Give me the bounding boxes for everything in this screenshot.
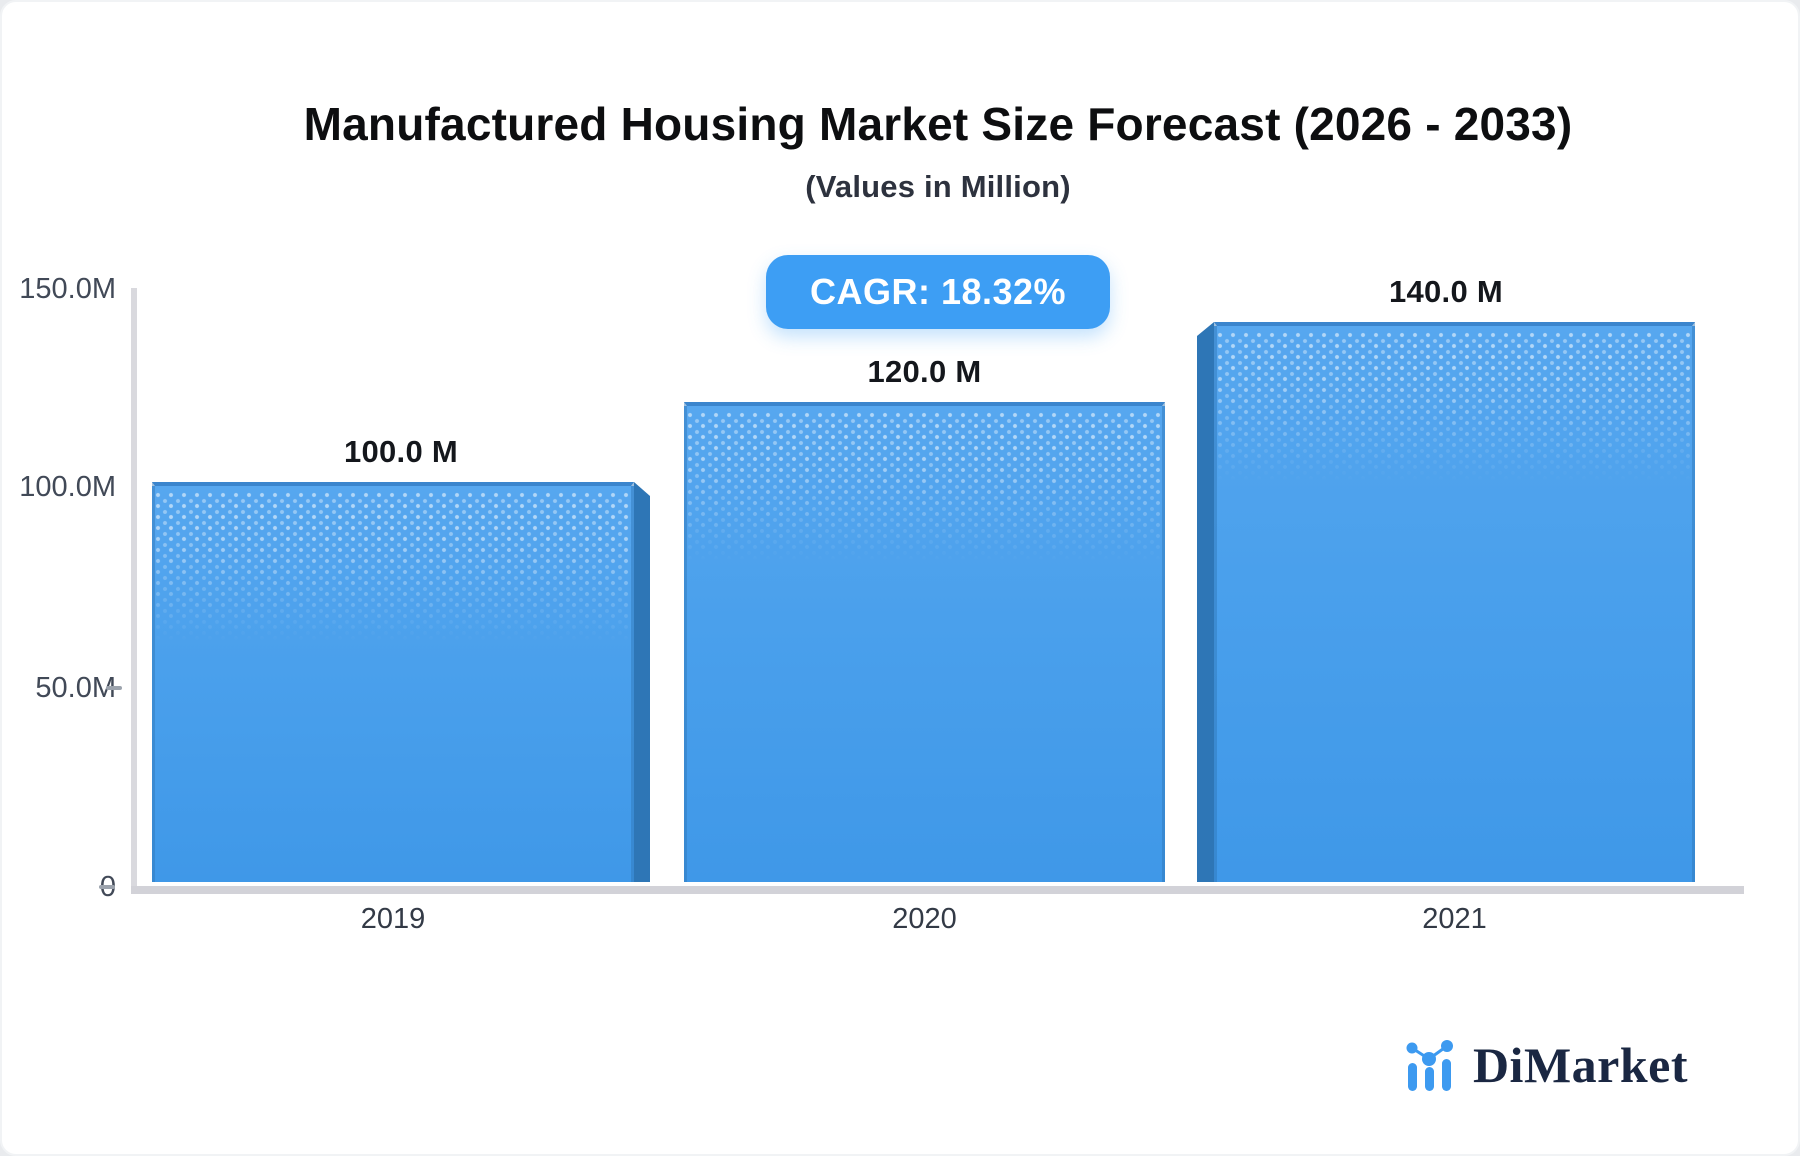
chart-subtitle: (Values in Million) xyxy=(805,168,1071,204)
brand-logo: DiMarket xyxy=(1405,1036,1688,1094)
bar-2019[interactable] xyxy=(152,482,650,882)
bar-face xyxy=(152,482,634,882)
x-tick-label-2021: 2021 xyxy=(1422,903,1487,935)
bar-value-label-2019: 100.0 M xyxy=(343,434,459,469)
bar-face xyxy=(1214,322,1695,882)
bar-2021[interactable] xyxy=(1197,322,1695,882)
x-axis-baseline xyxy=(131,886,1744,894)
y-tick-mark-0 xyxy=(99,885,115,889)
bar-chart-logo-icon xyxy=(1406,1040,1453,1091)
y-tick-label-100: 100.0M xyxy=(19,471,116,503)
brand-logo-text: DiMarket xyxy=(1472,1037,1688,1093)
y-tick-label-50: 50.0M xyxy=(35,672,116,704)
bar-bevel-3d xyxy=(634,482,650,882)
bar-face xyxy=(684,402,1165,882)
x-tick-label-2019: 2019 xyxy=(360,903,426,935)
y-axis-line xyxy=(131,288,137,889)
cagr-badge: CAGR: 18.32% xyxy=(765,255,1111,329)
y-tick-mark-50 xyxy=(106,686,122,690)
bar-2020[interactable] xyxy=(684,402,1165,882)
badge-row: CAGR: 18.32% xyxy=(132,255,1744,329)
chart-header: Manufactured Housing Market Size Forecas… xyxy=(132,98,1744,205)
bar-bevel-3d xyxy=(1197,322,1214,882)
bar-value-label-2021: 140.0 M xyxy=(1388,274,1504,309)
bar-value-label-2020: 120.0 M xyxy=(867,354,982,389)
chart-title: Manufactured Housing Market Size Forecas… xyxy=(303,98,1573,150)
x-tick-label-2020: 2020 xyxy=(892,903,957,935)
y-tick-label-150: 150.0M xyxy=(19,273,116,305)
